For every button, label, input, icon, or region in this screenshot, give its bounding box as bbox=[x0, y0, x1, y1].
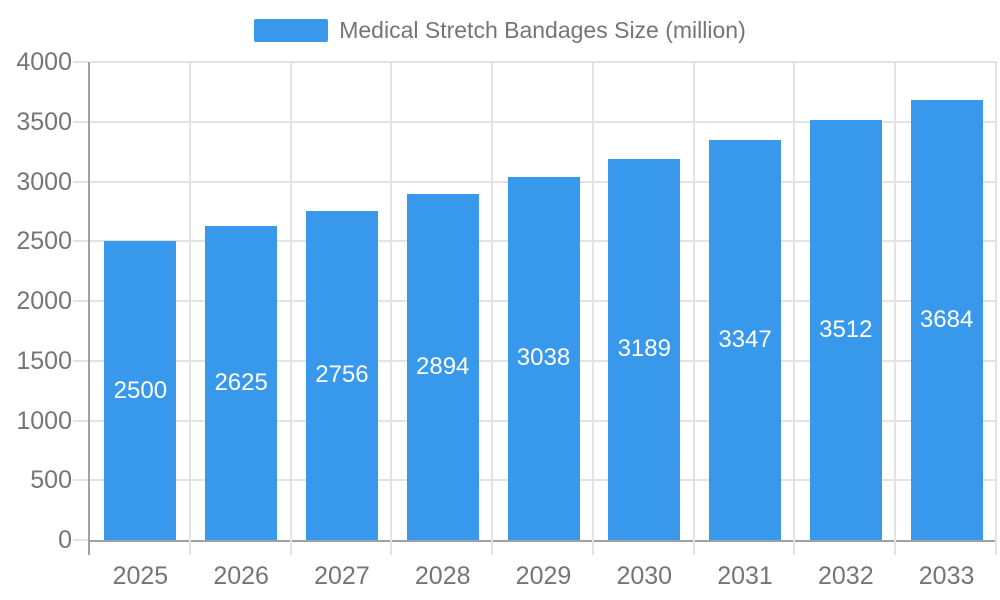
bar-2026[interactable]: 2625 bbox=[205, 226, 278, 540]
y-axis-label: 2000 bbox=[16, 287, 72, 315]
x-tick bbox=[591, 540, 594, 555]
y-tick bbox=[73, 300, 88, 302]
x-axis-label: 2032 bbox=[818, 562, 874, 590]
gridline-v bbox=[894, 62, 897, 540]
gridline-v bbox=[793, 62, 796, 540]
bar-2028[interactable]: 2894 bbox=[406, 194, 479, 540]
x-tick bbox=[390, 540, 393, 555]
gridline-v bbox=[491, 62, 494, 540]
y-tick bbox=[73, 539, 88, 541]
x-tick bbox=[289, 540, 292, 555]
legend-item[interactable]: Medical Stretch Bandages Size (million) bbox=[0, 14, 1000, 46]
gridline-v bbox=[995, 62, 997, 540]
x-tick bbox=[188, 540, 191, 555]
gridline-h bbox=[90, 120, 997, 123]
gridline-v bbox=[692, 62, 695, 540]
bar-value-label: 2500 bbox=[113, 376, 168, 404]
gridline-h bbox=[90, 61, 997, 63]
x-tick bbox=[793, 540, 796, 555]
y-axis-label: 4000 bbox=[16, 48, 72, 76]
gridline-v bbox=[591, 62, 594, 540]
bar-2032[interactable]: 3512 bbox=[809, 120, 882, 540]
y-tick bbox=[73, 120, 88, 123]
x-axis-label: 2027 bbox=[314, 562, 370, 590]
x-tick bbox=[88, 540, 90, 555]
y-axis-label: 1000 bbox=[16, 406, 72, 435]
x-tick bbox=[995, 540, 997, 555]
bar-value-label: 3512 bbox=[819, 316, 873, 344]
x-tick bbox=[491, 540, 494, 555]
x-axis-label: 2025 bbox=[112, 562, 169, 590]
bar-2031[interactable]: 3347 bbox=[709, 140, 782, 540]
legend-label: Medical Stretch Bandages Size (million) bbox=[339, 16, 746, 43]
bar-2025[interactable]: 2500 bbox=[104, 241, 177, 540]
y-axis-label: 3000 bbox=[16, 167, 72, 196]
x-axis-label: 2029 bbox=[515, 562, 572, 590]
y-axis-label: 1500 bbox=[16, 346, 72, 375]
x-axis-label: 2030 bbox=[616, 562, 673, 590]
y-axis-label: 500 bbox=[30, 466, 72, 495]
legend-swatch-icon bbox=[254, 18, 329, 42]
gridline-v bbox=[188, 62, 191, 540]
bar-value-label: 2625 bbox=[214, 369, 268, 397]
x-axis-label: 2026 bbox=[213, 562, 269, 590]
y-tick bbox=[73, 419, 88, 422]
y-tick bbox=[73, 180, 88, 183]
y-axis-label: 2500 bbox=[16, 227, 72, 256]
gridline-v bbox=[289, 62, 292, 540]
bar-value-label: 3189 bbox=[617, 335, 671, 363]
bar-2033[interactable]: 3684 bbox=[910, 99, 983, 540]
bar-2030[interactable]: 3189 bbox=[608, 158, 681, 540]
bar-value-label: 3038 bbox=[516, 344, 571, 372]
x-tick bbox=[894, 540, 897, 555]
y-axis-label: 3500 bbox=[16, 107, 72, 136]
bar-2027[interactable]: 2756 bbox=[305, 210, 378, 540]
y-tick bbox=[73, 359, 88, 362]
bar-value-label: 2756 bbox=[315, 361, 369, 389]
gridline-v bbox=[390, 62, 393, 540]
x-axis-label: 2031 bbox=[717, 562, 773, 590]
bar-2029[interactable]: 3038 bbox=[507, 176, 580, 540]
x-axis-label: 2028 bbox=[414, 562, 471, 590]
bar-value-label: 3347 bbox=[718, 326, 772, 353]
plot-area: 2500 2025 2625 2026 2756 2027 2894 2028 3038 2029… bbox=[73, 61, 997, 590]
bar-value-label: 3684 bbox=[919, 305, 974, 333]
y-tick bbox=[73, 61, 88, 63]
y-tick bbox=[73, 479, 88, 482]
x-axis-label: 2033 bbox=[918, 562, 975, 590]
y-tick bbox=[73, 240, 88, 243]
y-axis-label: 0 bbox=[58, 526, 72, 554]
x-tick bbox=[692, 540, 695, 555]
bar-value-label: 2894 bbox=[416, 353, 470, 381]
